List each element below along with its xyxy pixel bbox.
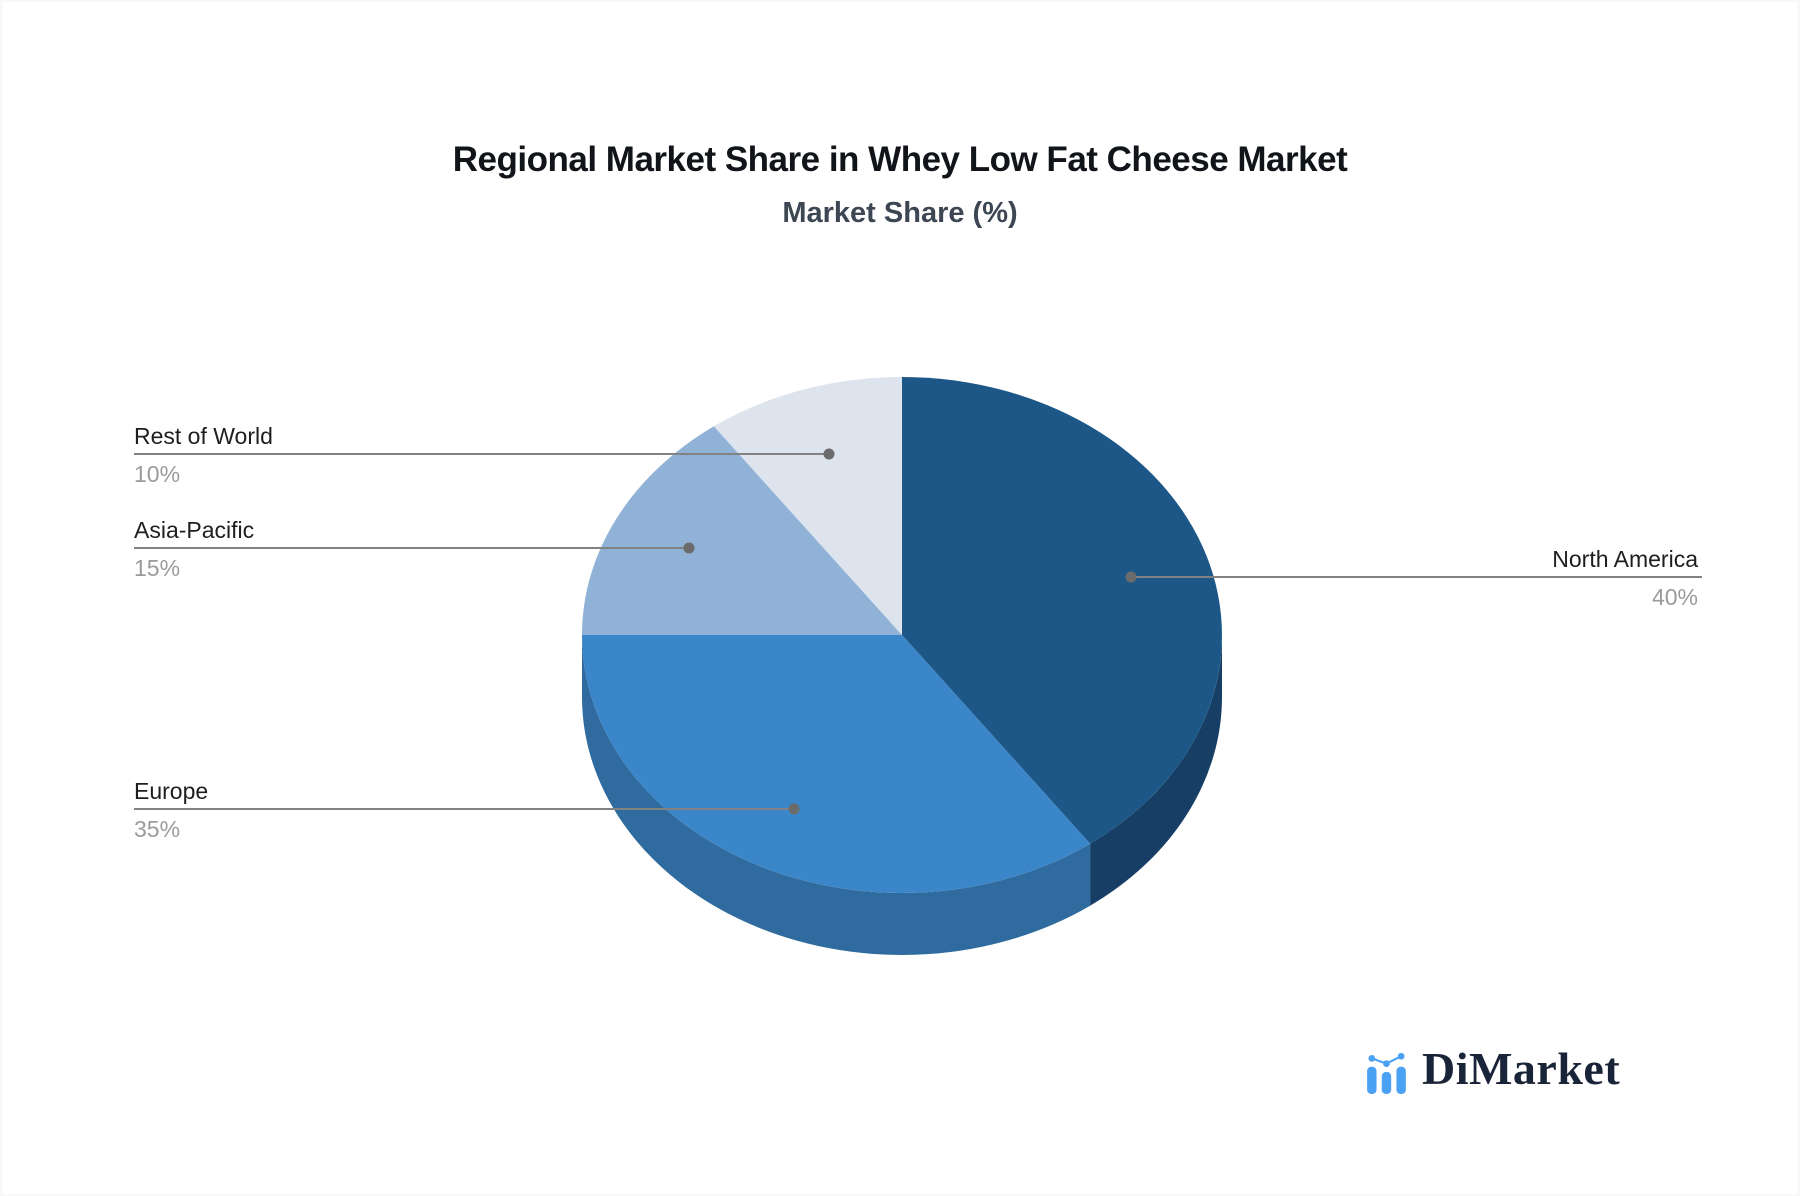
callout-pct-north-america: 40% bbox=[1651, 584, 1698, 610]
callout-pct-europe: 35% bbox=[134, 816, 181, 842]
callout-label-rest-of-world: Rest of World bbox=[134, 423, 273, 449]
leader-dot-asia-pacific bbox=[683, 542, 695, 554]
chart-title: Regional Market Share in Whey Low Fat Ch… bbox=[452, 140, 1348, 179]
pie-slice-side-north-america bbox=[1090, 635, 1222, 906]
pie-slice-asia-pacific[interactable] bbox=[582, 426, 902, 635]
pie-slice-side-europe bbox=[582, 635, 1091, 955]
pie-slice-europe[interactable] bbox=[582, 635, 1091, 893]
brand-logo: DiMarket bbox=[1365, 1046, 1620, 1094]
callout-label-europe: Europe bbox=[134, 778, 209, 804]
pie-slice-rest-of-world[interactable] bbox=[713, 377, 902, 635]
callout-label-asia-pacific: Asia-Pacific bbox=[134, 517, 255, 543]
bar-chart-logo-icon bbox=[1367, 1052, 1406, 1094]
callout-pct-asia-pacific: 15% bbox=[134, 555, 181, 581]
leader-dot-rest-of-world bbox=[823, 448, 835, 460]
leader-dot-north-america bbox=[1125, 571, 1137, 583]
leader-dot-europe bbox=[788, 803, 800, 815]
callout-label-north-america: North America bbox=[1552, 546, 1698, 572]
brand-name: DiMarket bbox=[1422, 1043, 1621, 1094]
chart-subtitle: Market Share (%) bbox=[782, 197, 1018, 229]
callout-pct-rest-of-world: 10% bbox=[134, 461, 181, 487]
pie-slice-north-america[interactable] bbox=[902, 377, 1222, 844]
